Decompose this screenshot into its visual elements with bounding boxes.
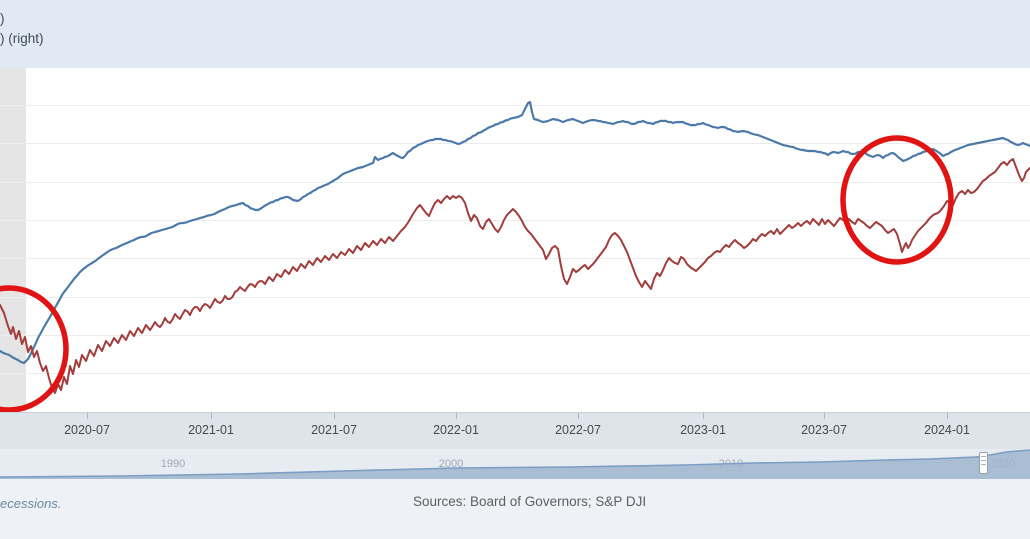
gridline [0, 220, 1030, 221]
slider-start-handle[interactable] [979, 452, 988, 474]
gridline [0, 297, 1030, 298]
x-tick-mark [456, 413, 457, 419]
gridline [0, 182, 1030, 183]
x-tick-label: 2022-07 [555, 423, 601, 437]
x-tick-label: 2021-01 [188, 423, 234, 437]
x-tick-label: 2021-07 [311, 423, 357, 437]
gridline [0, 373, 1030, 374]
x-tick-mark [578, 413, 579, 419]
gridline [0, 105, 1030, 106]
plot-area [0, 68, 1030, 412]
decade-label: 2000 [438, 458, 464, 470]
gridline [0, 335, 1030, 336]
date-range-slider[interactable]: 1990200020102020 [0, 449, 1030, 479]
gridline [0, 258, 1030, 259]
x-tick-mark [703, 413, 704, 419]
x-tick-mark [87, 413, 88, 419]
x-tick-mark [334, 413, 335, 419]
x-tick-mark [211, 413, 212, 419]
x-tick-label: 2023-07 [801, 423, 847, 437]
x-tick-label: 2022-01 [433, 423, 479, 437]
sources-note: Sources: Board of Governors; S&P DJI [413, 494, 647, 509]
x-tick-mark [824, 413, 825, 419]
x-axis-band: 2020-07 2021-01 2021-07 2022-01 2022-07 2023-… [0, 412, 1030, 449]
legend-band: ) ) (right) [0, 0, 1030, 68]
notes-bar: ecessions. Sources: Board of Governors; … [0, 479, 1030, 539]
legend-series-1-label: ) [0, 11, 5, 26]
recession-note-link[interactable]: ecessions. [0, 496, 62, 511]
decade-label: 1990 [160, 458, 186, 470]
recession-shading [0, 68, 26, 412]
legend-series-2-label: ) (right) [0, 31, 44, 46]
slider-area-fill [0, 450, 1030, 479]
x-tick-label: 2020-07 [64, 423, 110, 437]
gridline [0, 143, 1030, 144]
x-tick-label: 2023-01 [680, 423, 726, 437]
x-tick-mark [947, 413, 948, 419]
slider-area-chart [0, 449, 1030, 479]
x-tick-label: 2024-01 [924, 423, 970, 437]
